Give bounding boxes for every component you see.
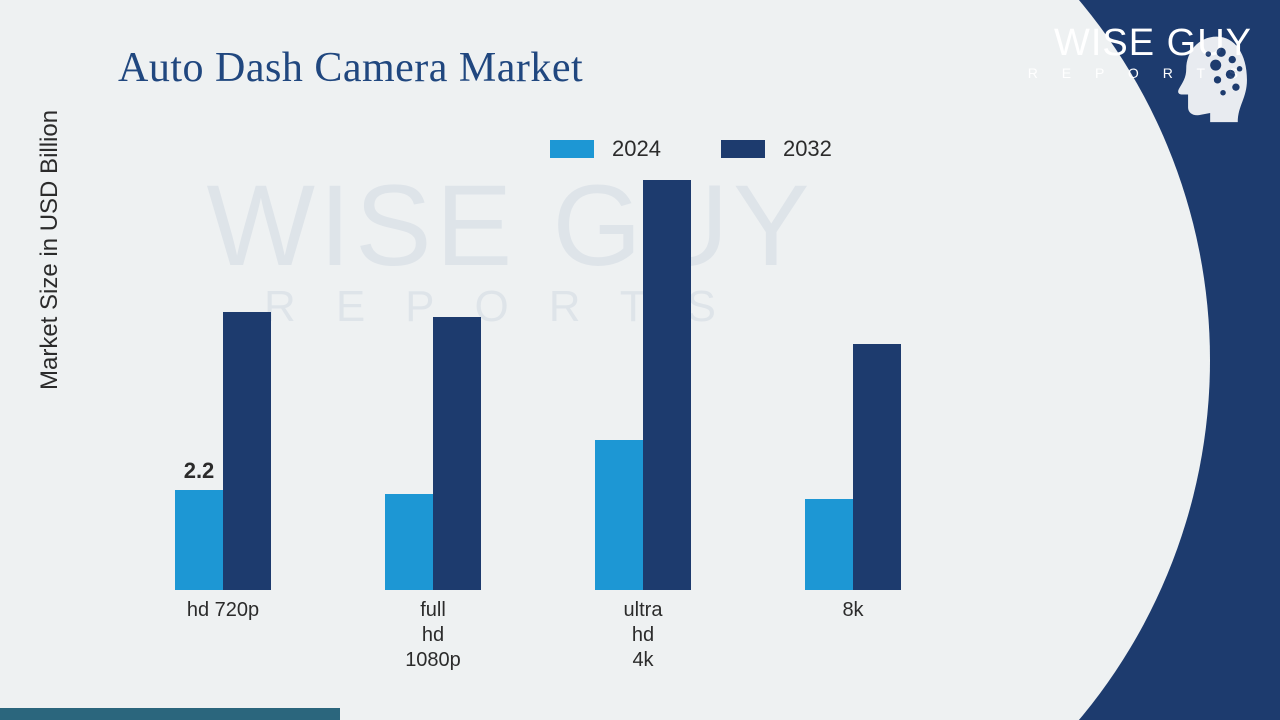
- brand-head-icon: [1166, 32, 1258, 124]
- brand-logo: WISE GUY R E P O R T S: [1028, 22, 1252, 81]
- value-label: 2.2: [169, 458, 229, 484]
- bar: [175, 490, 223, 590]
- bottom-accent-strip: [0, 708, 340, 720]
- legend-swatch-2032: [721, 140, 765, 158]
- legend: 2024 2032: [550, 136, 832, 162]
- bar: [433, 317, 481, 590]
- chart-canvas: WISE GUY REPORTS Auto Dash Camera Market…: [0, 0, 1280, 720]
- bar: [643, 180, 691, 590]
- legend-swatch-2024: [550, 140, 594, 158]
- category-label: ultra hd 4k: [583, 598, 703, 673]
- category-label: full hd 1080p: [373, 598, 493, 673]
- legend-item-2032: 2032: [721, 136, 832, 162]
- legend-label-2032: 2032: [783, 136, 832, 162]
- chart-plot-area: 2.2: [140, 180, 960, 590]
- bar: [385, 494, 433, 590]
- bar: [223, 312, 271, 590]
- chart-title: Auto Dash Camera Market: [118, 44, 583, 92]
- legend-item-2024: 2024: [550, 136, 661, 162]
- category-label: hd 720p: [163, 598, 283, 623]
- bar: [805, 499, 853, 590]
- bar: [853, 344, 901, 590]
- legend-label-2024: 2024: [612, 136, 661, 162]
- y-axis-label: Market Size in USD Billion: [36, 110, 64, 390]
- bar: [595, 440, 643, 590]
- category-label: 8k: [793, 598, 913, 623]
